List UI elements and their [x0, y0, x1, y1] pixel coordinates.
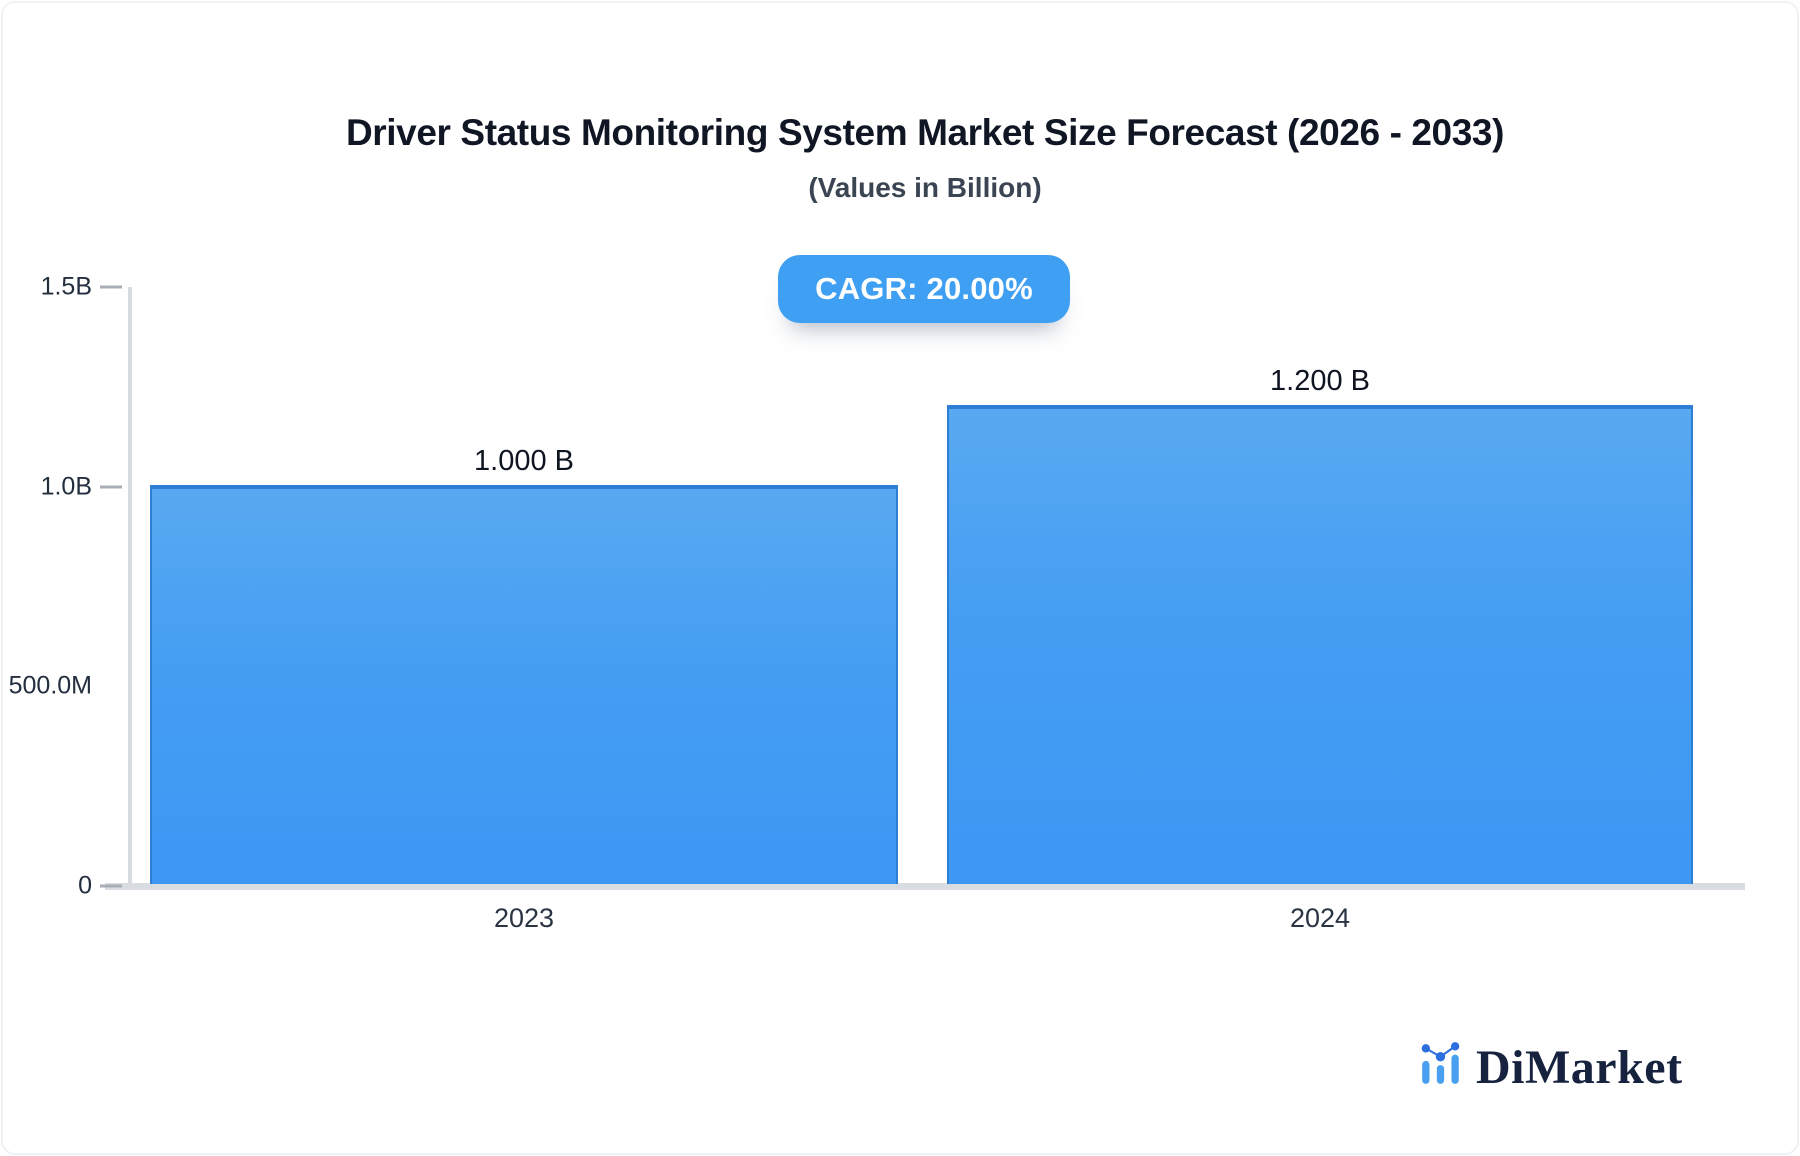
y-tick-label: 500.0M — [8, 671, 92, 700]
y-tick-label: 0 — [78, 871, 92, 900]
cagr-badge: CAGR: 20.00% — [778, 255, 1070, 323]
mini-bar-chart-icon — [1421, 1042, 1460, 1084]
bar-value-label: 1.000 B — [474, 445, 574, 477]
y-tick-label: 1.0B — [40, 472, 92, 501]
bar-value-label: 1.200 B — [1270, 365, 1370, 397]
y-tick-label: 1.5B — [40, 272, 92, 301]
cagr-badge-label: CAGR: 20.00% — [815, 271, 1033, 306]
y-tick-dash — [100, 285, 122, 289]
bar-2024 — [947, 405, 1693, 884]
page-subtitle: (Values in Billion) — [808, 172, 1042, 203]
brand-logo-text: DiMarket — [1476, 1041, 1683, 1094]
brand-logo: DiMarket — [1420, 1040, 1683, 1092]
y-tick-dash — [100, 884, 122, 888]
page-title: Driver Status Monitoring System Market S… — [345, 112, 1505, 153]
x-category-label: 2023 — [493, 903, 555, 933]
y-tick-dash — [100, 485, 122, 489]
bar-2023 — [150, 485, 898, 884]
x-axis-line — [105, 883, 1745, 890]
y-axis-line — [128, 287, 132, 886]
x-category-label: 2024 — [1289, 903, 1351, 933]
